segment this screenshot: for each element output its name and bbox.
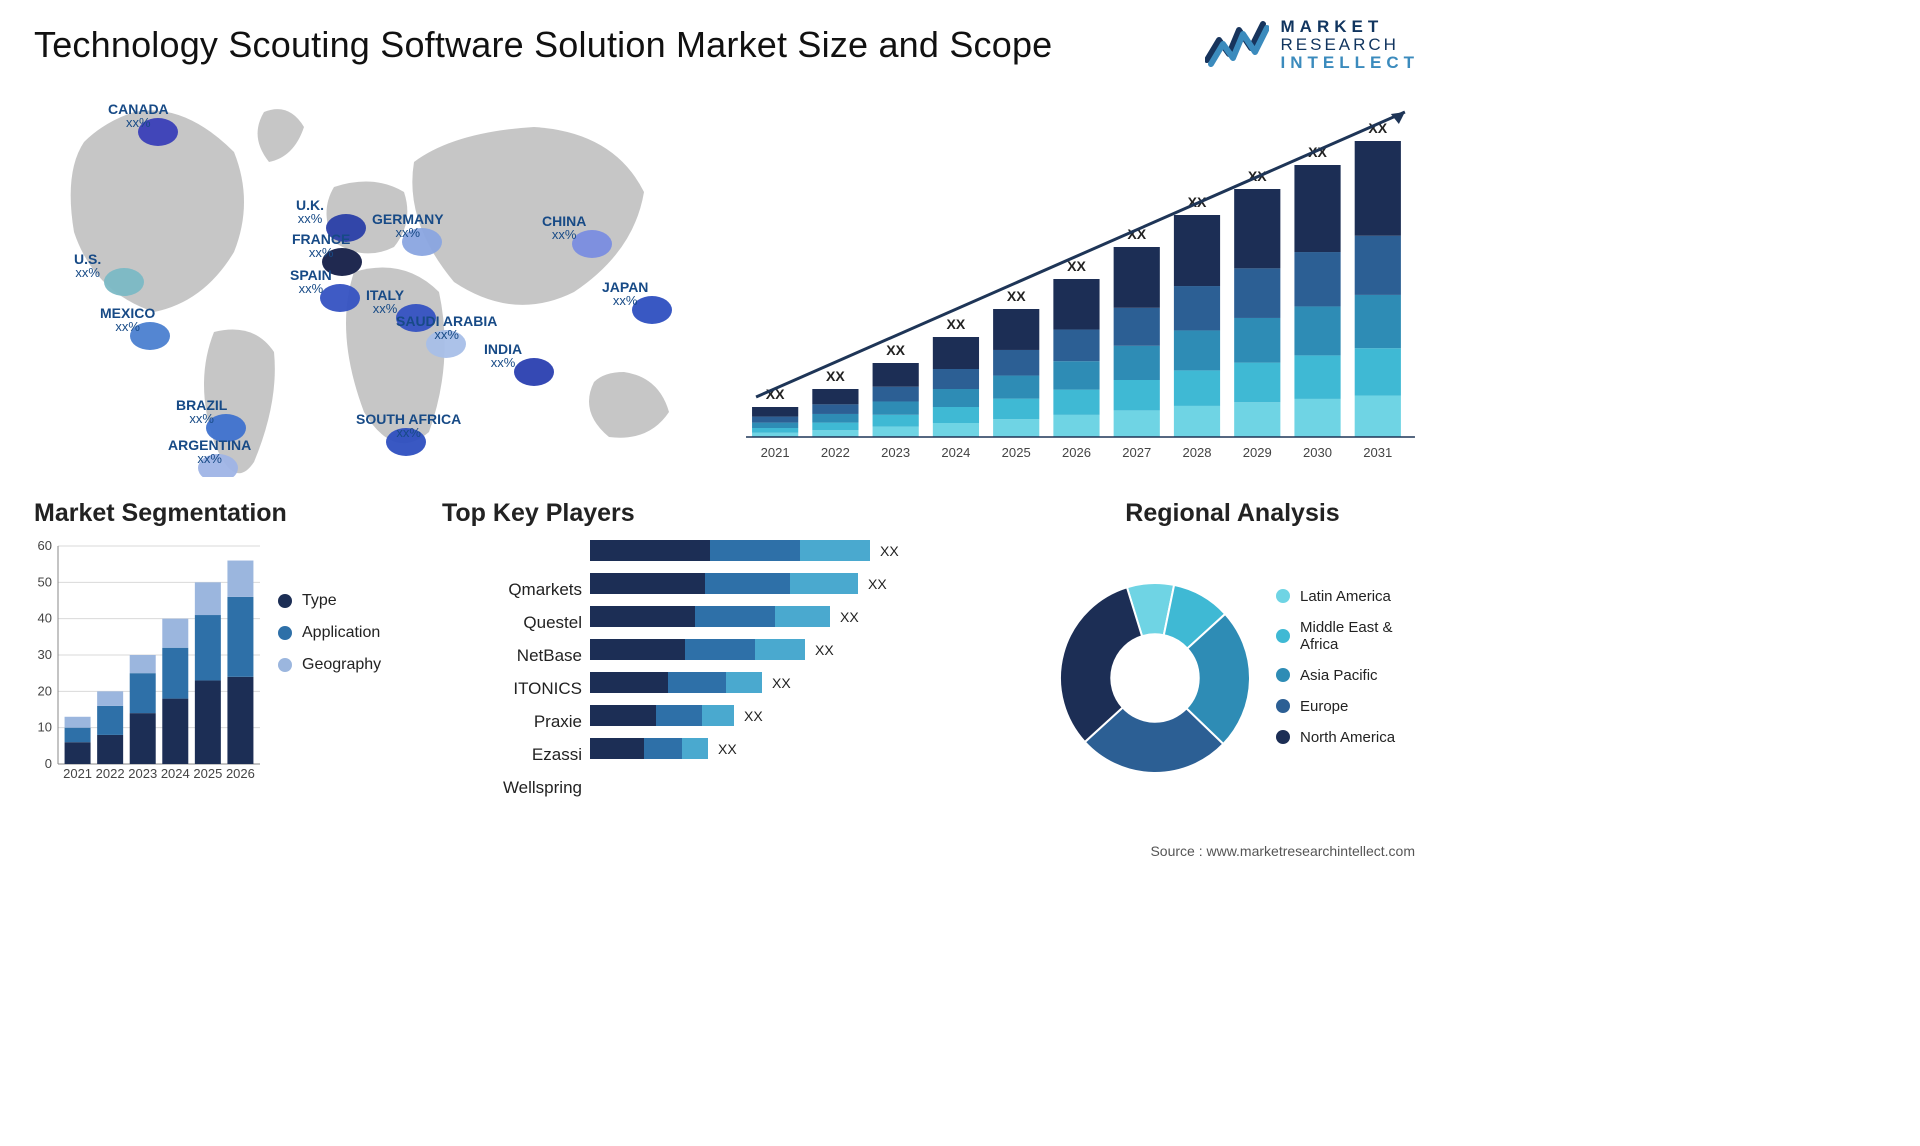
segmentation-legend: Type Application Geography	[278, 538, 381, 809]
legend-item-type: Type	[278, 592, 381, 610]
map-label-india: INDIAxx%	[484, 342, 522, 370]
logo-text-2: RESEARCH	[1281, 36, 1420, 54]
region-legend-item: Latin America	[1276, 588, 1425, 605]
svg-text:2022: 2022	[821, 445, 850, 460]
svg-text:40: 40	[38, 610, 52, 625]
svg-text:20: 20	[38, 683, 52, 698]
svg-text:10: 10	[38, 719, 52, 734]
svg-text:2026: 2026	[226, 766, 255, 781]
players-name-list: Qmarkets Questel NetBase ITONICS Praxie Ezass…	[442, 538, 582, 799]
map-label-france: FRANCExx%	[292, 232, 350, 260]
map-label-mexico: MEXICOxx%	[100, 306, 155, 334]
map-label-brazil: BRAZILxx%	[176, 398, 227, 426]
region-legend-item: Asia Pacific	[1276, 667, 1425, 684]
svg-text:2031: 2031	[1363, 445, 1392, 460]
svg-text:XX: XX	[886, 342, 905, 358]
source-attribution: Source : www.marketresearchintellect.com	[1150, 843, 1415, 859]
page-title: Technology Scouting Software Solution Ma…	[34, 18, 1052, 66]
world-map: CANADAxx% U.S.xx% MEXICOxx% BRAZILxx% ARGENT…	[34, 92, 714, 477]
player-name: Praxie	[442, 710, 582, 733]
legend-item-geography: Geography	[278, 656, 381, 674]
svg-text:2030: 2030	[1303, 445, 1332, 460]
growth-chart: XX2021XX2022XX2023XX2024XX2025XX2026XX20…	[742, 92, 1425, 477]
svg-text:2025: 2025	[193, 766, 222, 781]
player-name: Wellspring	[442, 776, 582, 799]
svg-text:2028: 2028	[1182, 445, 1211, 460]
player-name: NetBase	[442, 644, 582, 667]
segmentation-panel: Market Segmentation 0 10 20 30 40 50 60 2021 202…	[34, 499, 424, 809]
svg-text:XX: XX	[868, 576, 887, 592]
logo-mark-icon	[1205, 20, 1269, 70]
svg-text:0: 0	[45, 756, 52, 771]
svg-text:XX: XX	[744, 708, 763, 724]
logo-text-1: MARKET	[1281, 18, 1420, 36]
svg-text:XX: XX	[815, 642, 834, 658]
map-label-south-africa: SOUTH AFRICAxx%	[356, 412, 461, 440]
player-name: ITONICS	[442, 677, 582, 700]
logo-text-3: INTELLECT	[1281, 54, 1420, 72]
svg-text:XX: XX	[840, 609, 859, 625]
svg-text:2023: 2023	[128, 766, 157, 781]
player-name: Questel	[442, 611, 582, 634]
player-name: Ezassi	[442, 743, 582, 766]
map-label-spain: SPAINxx%	[290, 268, 332, 296]
svg-text:XX: XX	[1007, 288, 1026, 304]
map-label-canada: CANADAxx%	[108, 102, 169, 130]
legend-item-application: Application	[278, 624, 381, 642]
region-legend-item: North America	[1276, 729, 1425, 746]
map-label-u-k-: U.K.xx%	[296, 198, 324, 226]
key-players-panel: Top Key Players Qmarkets Questel NetBase IT…	[442, 499, 1022, 809]
brand-logo: MARKET RESEARCH INTELLECT	[1205, 18, 1426, 72]
svg-text:2027: 2027	[1122, 445, 1151, 460]
map-label-china: CHINAxx%	[542, 214, 586, 242]
regional-legend: Latin America Middle East & Africa Asia Pa…	[1276, 538, 1425, 809]
svg-text:2029: 2029	[1243, 445, 1272, 460]
svg-text:2021: 2021	[761, 445, 790, 460]
svg-text:30: 30	[38, 647, 52, 662]
regional-panel: Regional Analysis Latin America Middle Ea…	[1040, 499, 1425, 809]
region-legend-item: Middle East & Africa	[1276, 619, 1425, 653]
map-label-japan: JAPANxx%	[602, 280, 648, 308]
region-legend-item: Europe	[1276, 698, 1425, 715]
map-label-saudi-arabia: SAUDI ARABIAxx%	[396, 314, 497, 342]
svg-text:XX: XX	[772, 675, 791, 691]
regional-title: Regional Analysis	[1040, 499, 1425, 528]
svg-text:2025: 2025	[1002, 445, 1031, 460]
svg-text:2021: 2021	[63, 766, 92, 781]
svg-text:XX: XX	[718, 741, 737, 757]
svg-text:XX: XX	[947, 316, 966, 332]
map-label-u-s-: U.S.xx%	[74, 252, 101, 280]
key-players-title: Top Key Players	[442, 499, 1022, 528]
player-name: Qmarkets	[442, 578, 582, 601]
svg-text:50: 50	[38, 574, 52, 589]
svg-text:2023: 2023	[881, 445, 910, 460]
map-label-italy: ITALYxx%	[366, 288, 404, 316]
segmentation-title: Market Segmentation	[34, 499, 424, 528]
svg-text:2026: 2026	[1062, 445, 1091, 460]
svg-text:2022: 2022	[96, 766, 125, 781]
svg-text:60: 60	[38, 538, 52, 553]
svg-text:2024: 2024	[161, 766, 190, 781]
map-label-germany: GERMANYxx%	[372, 212, 444, 240]
svg-text:XX: XX	[826, 368, 845, 384]
map-label-argentina: ARGENTINAxx%	[168, 438, 251, 466]
svg-text:XX: XX	[880, 543, 899, 559]
svg-text:2024: 2024	[941, 445, 970, 460]
